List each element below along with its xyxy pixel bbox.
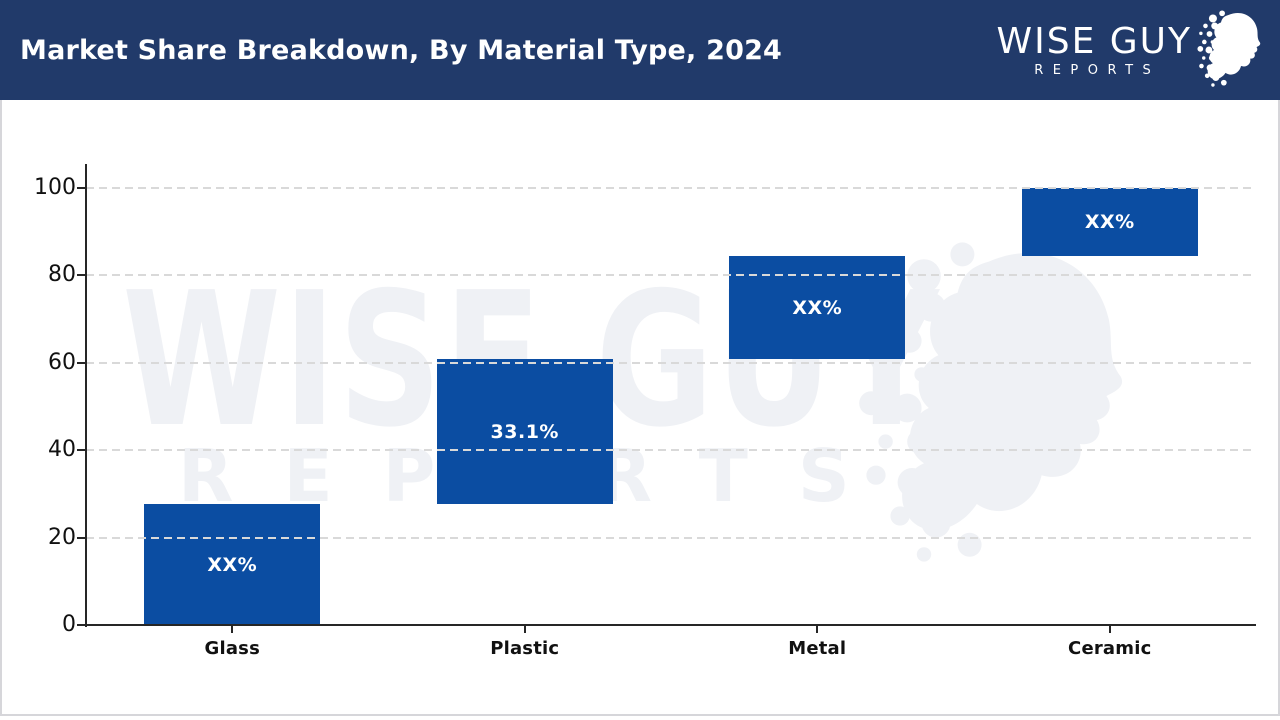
y-tick-label: 80	[48, 262, 76, 287]
header: Market Share Breakdown, By Material Type…	[0, 0, 1280, 100]
bar-plastic	[436, 359, 613, 505]
bar-value-label: 33.1%	[490, 420, 559, 443]
x-tick-mark	[1108, 626, 1111, 633]
bar-ceramic	[1021, 187, 1198, 256]
y-tick-mark	[77, 361, 86, 364]
gridline	[86, 536, 1256, 539]
bar-glass	[144, 504, 321, 625]
y-tick-label: 100	[34, 174, 76, 200]
logo-subtitle: REPORTS	[1034, 62, 1161, 78]
wiseguy-head-icon	[1197, 10, 1261, 87]
y-tick-label: 60	[48, 349, 76, 375]
x-axis-label: Plastic	[490, 638, 560, 659]
page-title: Market Share Breakdown, By Material Type…	[20, 34, 783, 66]
wiseguy-logo-text: WISE GUY REPORTS	[996, 20, 1193, 78]
x-axis-label: Ceramic	[1068, 638, 1152, 659]
logo-wordmark: WISE GUY	[996, 20, 1192, 62]
y-tick-label: 40	[48, 437, 76, 462]
y-tick-label: 20	[48, 524, 76, 550]
x-axis-line	[85, 624, 1256, 626]
y-tick-mark	[77, 624, 86, 626]
x-tick-mark	[523, 626, 526, 633]
y-tick-mark	[77, 186, 86, 189]
y-tick-mark	[77, 274, 86, 276]
y-tick-mark	[77, 449, 86, 451]
gridline	[86, 449, 1256, 451]
y-tick-mark	[77, 536, 86, 539]
y-tick-label: 0	[62, 612, 76, 637]
x-tick-mark	[816, 626, 819, 633]
wiseguy-logo: WISE GUY REPORTS	[997, 7, 1273, 93]
gridline	[86, 361, 1256, 364]
x-axis-label: Metal	[788, 638, 847, 659]
gridline	[86, 186, 1256, 189]
bar-value-label: XX%	[792, 296, 843, 319]
x-axis-label: Glass	[204, 638, 261, 659]
x-tick-mark	[231, 626, 234, 633]
bar-value-label: XX%	[207, 553, 258, 576]
y-axis-line	[85, 164, 87, 627]
bar-value-label: XX%	[1084, 210, 1135, 233]
bar-metal	[729, 255, 906, 360]
gridline	[86, 274, 1256, 276]
